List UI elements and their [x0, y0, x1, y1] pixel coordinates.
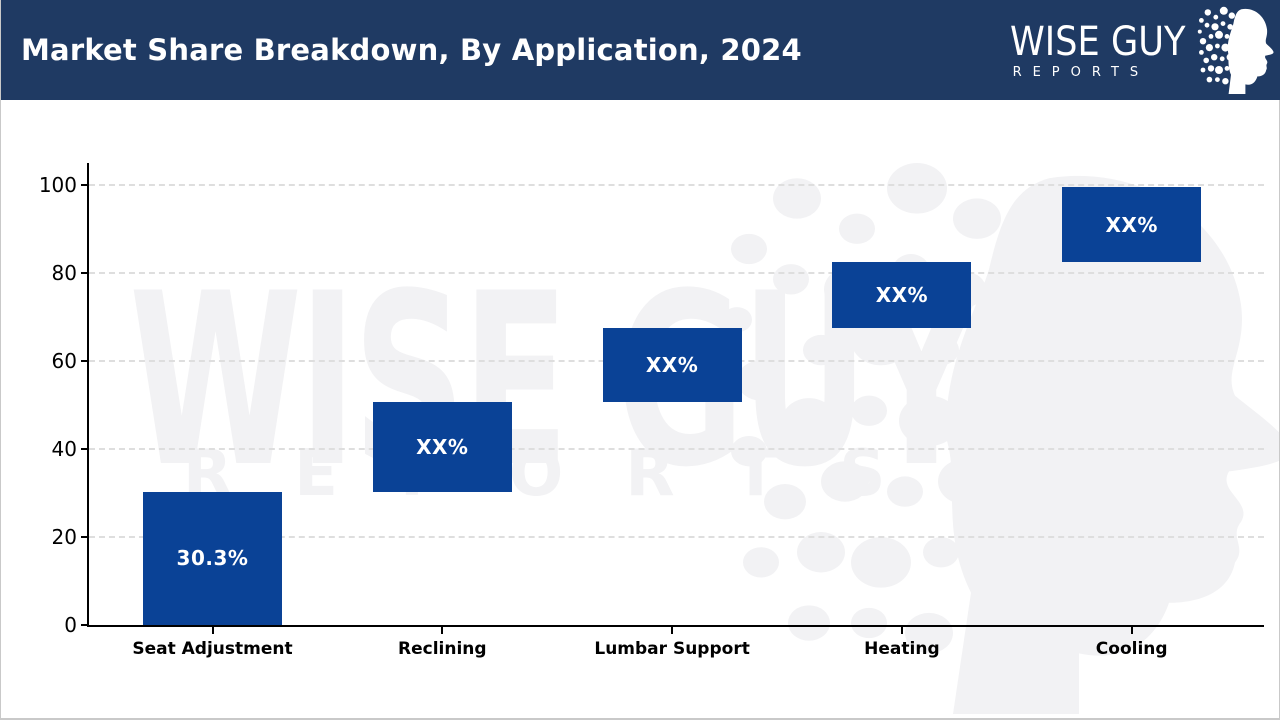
y-axis-line: [87, 163, 89, 627]
y-tick-label-60: 60: [51, 349, 77, 373]
gridline-80: [89, 272, 1264, 274]
y-tick-20: [81, 536, 89, 538]
header-bar: Market Share Breakdown, By Application, …: [1, 0, 1280, 100]
bar-value-label-lumbar-support: XX%: [645, 353, 699, 378]
x-tick-lumbar-support: [671, 627, 674, 634]
bar-cooling: XX%: [1062, 187, 1202, 263]
x-tick-heating: [900, 627, 903, 634]
x-tick-seat-adjustment: [211, 627, 214, 634]
x-tick-cooling: [1130, 627, 1133, 634]
x-tick-label-cooling: Cooling: [1095, 639, 1168, 659]
bar-reclining: XX%: [372, 402, 512, 492]
bar-value-label-seat-adjustment: 30.3%: [176, 546, 249, 571]
gridline-20: [89, 536, 1264, 538]
y-tick-40: [81, 448, 89, 450]
page-title: Market Share Breakdown, By Application, …: [21, 33, 802, 67]
brand-logo-text: WISE GUY REPORTS: [1010, 22, 1209, 79]
bar-seat-adjustment: 30.3%: [143, 491, 282, 625]
brand-logo-wiseguy: WISE GUY: [1009, 18, 1186, 65]
y-tick-80: [81, 272, 89, 274]
x-tick-label-heating: Heating: [864, 639, 940, 659]
brand-logo: WISE GUY REPORTS: [1010, 6, 1280, 94]
y-tick-label-80: 80: [51, 261, 77, 285]
y-tick-label-20: 20: [51, 525, 77, 549]
gridline-100: [89, 184, 1264, 186]
x-tick-reclining: [441, 627, 444, 634]
y-tick-label-100: 100: [38, 173, 77, 197]
bar-value-label-heating: XX%: [875, 283, 929, 308]
bar-value-label-reclining: XX%: [416, 435, 469, 460]
brand-logo-reports: REPORTS: [1012, 64, 1150, 80]
x-tick-label-lumbar-support: Lumbar Support: [594, 639, 750, 659]
x-axis-line: [87, 625, 1264, 627]
bar-heating: XX%: [832, 262, 972, 328]
y-tick-100: [81, 184, 89, 186]
x-tick-label-reclining: Reclining: [398, 639, 487, 659]
y-tick-label-40: 40: [51, 437, 77, 461]
x-tick-label-seat-adjustment: Seat Adjustment: [132, 639, 293, 659]
y-tick-0: [81, 624, 89, 626]
y-tick-60: [81, 360, 89, 362]
gridline-40: [89, 448, 1264, 450]
bar-value-label-cooling: XX%: [1105, 212, 1158, 237]
bar-lumbar-support: XX%: [602, 328, 742, 403]
y-tick-label-0: 0: [64, 613, 77, 637]
